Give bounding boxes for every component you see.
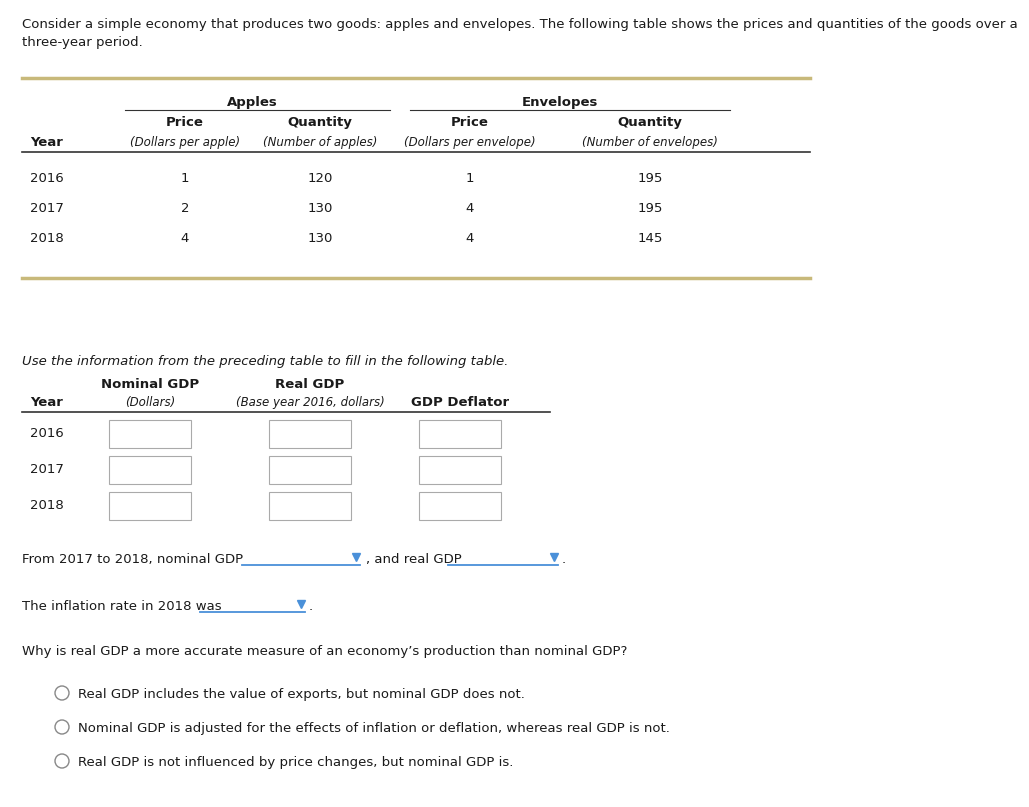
Text: 2016: 2016 [30,172,64,185]
Text: (Number of envelopes): (Number of envelopes) [582,136,718,149]
Text: The inflation rate in 2018 was: The inflation rate in 2018 was [22,600,221,613]
Text: 1: 1 [466,172,474,185]
Text: three-year period.: three-year period. [22,36,143,49]
Text: 2016: 2016 [30,427,64,440]
Text: (Number of apples): (Number of apples) [262,136,378,149]
Text: 2017: 2017 [30,463,64,476]
Text: Nominal GDP: Nominal GDP [101,378,199,391]
Text: 195: 195 [637,202,663,215]
Text: 4: 4 [181,232,189,245]
Text: Real GDP: Real GDP [276,378,345,391]
FancyBboxPatch shape [269,420,351,448]
FancyBboxPatch shape [269,456,351,484]
Text: 1: 1 [181,172,189,185]
Text: (Dollars): (Dollars) [125,396,175,409]
Text: From 2017 to 2018, nominal GDP: From 2017 to 2018, nominal GDP [22,553,243,566]
Text: Why is real GDP a more accurate measure of an economy’s production than nominal : Why is real GDP a more accurate measure … [22,645,628,658]
Text: Envelopes: Envelopes [522,96,598,109]
FancyBboxPatch shape [419,492,501,520]
Text: 2017: 2017 [30,202,64,215]
FancyBboxPatch shape [419,420,501,448]
Text: 2018: 2018 [30,499,64,512]
Text: Year: Year [30,396,63,409]
Text: 195: 195 [637,172,663,185]
Text: , and real GDP: , and real GDP [366,553,462,566]
FancyBboxPatch shape [269,492,351,520]
Text: Use the information from the preceding table to fill in the following table.: Use the information from the preceding t… [22,355,508,368]
Text: .: . [309,600,313,613]
Text: Nominal GDP is adjusted for the effects of inflation or deflation, whereas real : Nominal GDP is adjusted for the effects … [78,722,670,735]
Text: Price: Price [451,116,489,129]
Text: 4: 4 [466,202,474,215]
FancyBboxPatch shape [419,456,501,484]
Text: (Dollars per apple): (Dollars per apple) [130,136,240,149]
Text: Price: Price [166,116,204,129]
Text: .: . [562,553,566,566]
FancyBboxPatch shape [109,492,191,520]
Text: 145: 145 [637,232,663,245]
Text: Quantity: Quantity [617,116,682,129]
Text: (Dollars per envelope): (Dollars per envelope) [404,136,536,149]
Text: Apples: Apples [226,96,278,109]
Text: Real GDP is not influenced by price changes, but nominal GDP is.: Real GDP is not influenced by price chan… [78,756,513,769]
Text: Consider a simple economy that produces two goods: apples and envelopes. The fol: Consider a simple economy that produces … [22,18,1018,31]
FancyBboxPatch shape [109,420,191,448]
Text: 120: 120 [308,172,332,185]
Text: 2018: 2018 [30,232,64,245]
FancyBboxPatch shape [109,456,191,484]
Text: 130: 130 [308,202,332,215]
Text: (Base year 2016, dollars): (Base year 2016, dollars) [236,396,385,409]
Text: 130: 130 [308,232,332,245]
Text: 2: 2 [181,202,189,215]
Text: GDP Deflator: GDP Deflator [411,396,509,409]
Text: Quantity: Quantity [287,116,353,129]
Text: 4: 4 [466,232,474,245]
Text: Real GDP includes the value of exports, but nominal GDP does not.: Real GDP includes the value of exports, … [78,688,525,701]
Text: Year: Year [30,136,63,149]
